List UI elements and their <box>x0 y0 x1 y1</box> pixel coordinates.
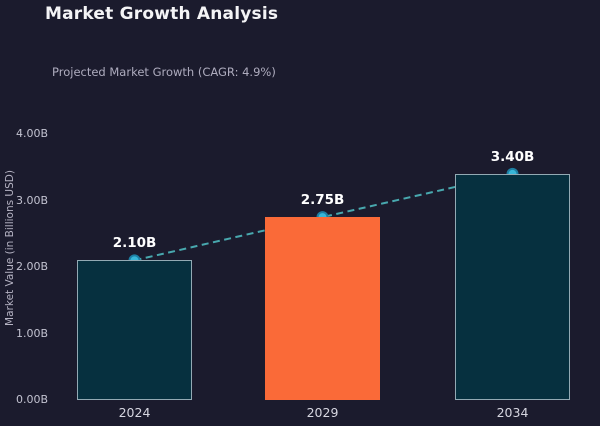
x-tick-label-2029: 2029 <box>306 405 339 420</box>
value-label-2024: 2.10B <box>112 235 157 252</box>
chart-title: Market Growth Analysis <box>45 4 279 24</box>
y-tick-label-3.00B: 3.00B <box>15 193 48 207</box>
y-tick-label-1.00B: 1.00B <box>15 326 48 340</box>
y-tick-label-2.00B: 2.00B <box>15 260 48 273</box>
value-label-2029: 2.75B <box>300 192 345 209</box>
chart-subtitle: Projected Market Growth (CAGR: 4.9%) <box>52 65 276 79</box>
bar-2034 <box>455 173 570 400</box>
x-tick-label-2024: 2024 <box>118 405 151 420</box>
y-tick-label-4.00B: 4.00B <box>15 127 48 140</box>
bar-2029 <box>265 217 380 400</box>
bar-2024 <box>77 260 192 400</box>
x-tick-label-2034: 2034 <box>496 405 529 420</box>
y-tick-label-0.00B: 0.00B <box>15 393 48 406</box>
value-label-2034: 3.40B <box>490 148 535 165</box>
